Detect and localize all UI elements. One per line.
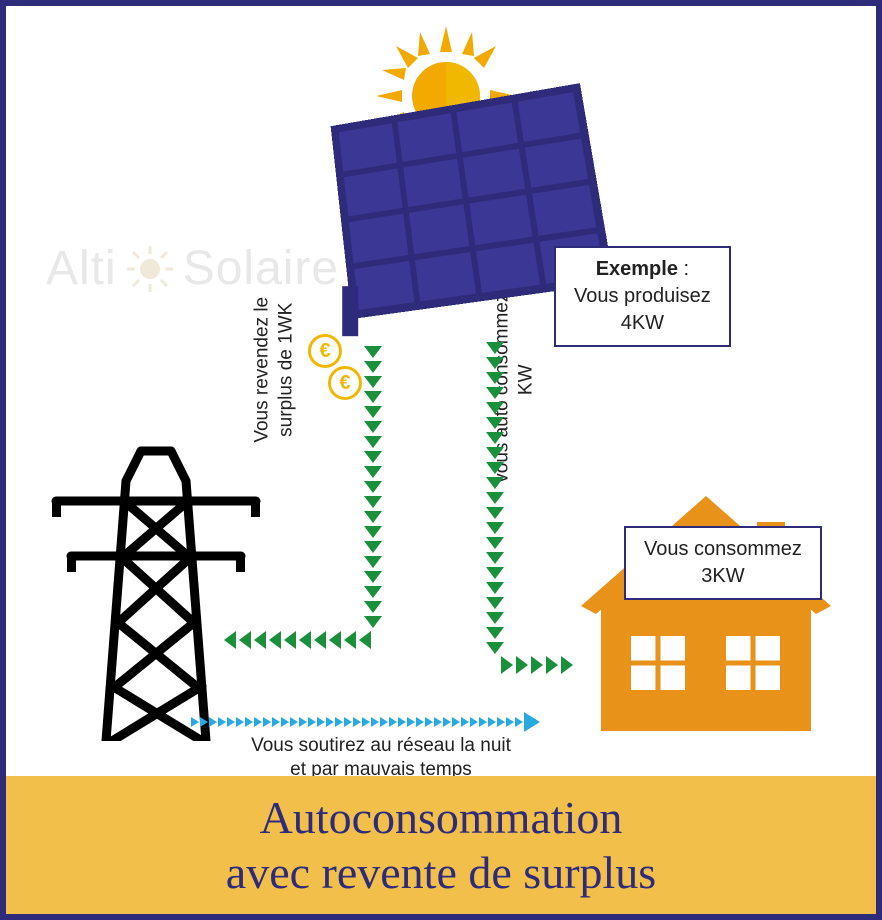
arrow-sell-down bbox=[364, 346, 382, 631]
sell-flow-label: Vous revendez le surplus de 1WK bbox=[250, 270, 298, 470]
pylon-icon bbox=[46, 441, 266, 741]
infographic-frame: Alti Solaire bbox=[0, 0, 882, 920]
produce-label: Exemple : Vous produisez 4KW bbox=[554, 246, 731, 347]
euro-coin-icon: € bbox=[328, 366, 362, 400]
produce-prefix: Exemple bbox=[596, 258, 678, 280]
consume-label: Vous consommez 3KW bbox=[624, 526, 822, 600]
watermark-left: Alti bbox=[46, 241, 117, 296]
grid-flow-label: Vous soutirez au réseau la nuit et par m… bbox=[191, 734, 571, 782]
watermark-sun-icon bbox=[125, 244, 175, 294]
arrow-auto-down bbox=[486, 342, 504, 657]
euro-coin-icon: € bbox=[308, 334, 342, 368]
moon-icon bbox=[530, 740, 558, 768]
title-text: Autoconsommation avec revente de surplus bbox=[226, 790, 656, 900]
title-bar: Autoconsommation avec revente de surplus bbox=[6, 776, 876, 914]
arrow-grid-to-house bbox=[191, 714, 561, 730]
